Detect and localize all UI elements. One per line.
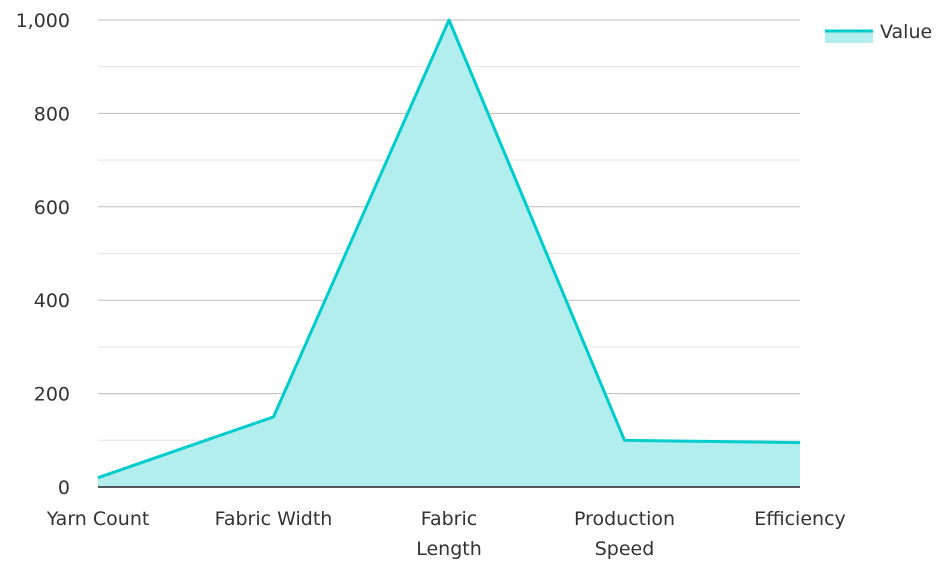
x-tick-label: Fabric Length <box>416 508 482 560</box>
y-tick-label: 400 <box>34 290 70 312</box>
legend-label-value: Value <box>880 21 932 43</box>
legend-swatch-fill <box>825 31 873 43</box>
x-tick-label: Production Speed <box>574 508 675 560</box>
data-point[interactable] <box>273 416 274 418</box>
x-tick-label: Yarn Count <box>46 508 150 530</box>
data-point[interactable] <box>97 477 99 479</box>
y-tick-label: 600 <box>34 197 70 219</box>
legend[interactable]: Value <box>825 21 932 43</box>
x-tick-label: Fabric Width <box>215 508 333 530</box>
data-point[interactable] <box>448 19 450 21</box>
series-area-0 <box>98 20 800 487</box>
y-axis: 0 200 400 600 800 1,000 <box>16 10 70 499</box>
y-tick-label: 0 <box>58 477 70 499</box>
plot-area <box>97 18 801 487</box>
x-axis-labels: Yarn Count Fabric Width Fabric Length Produc… <box>46 508 846 560</box>
y-tick-label: 200 <box>34 384 70 406</box>
data-point[interactable] <box>799 442 801 444</box>
x-tick-label: Efficiency <box>754 508 846 530</box>
data-point[interactable] <box>624 439 625 441</box>
y-tick-label: 800 <box>34 103 70 125</box>
y-tick-label: 1,000 <box>16 10 70 32</box>
